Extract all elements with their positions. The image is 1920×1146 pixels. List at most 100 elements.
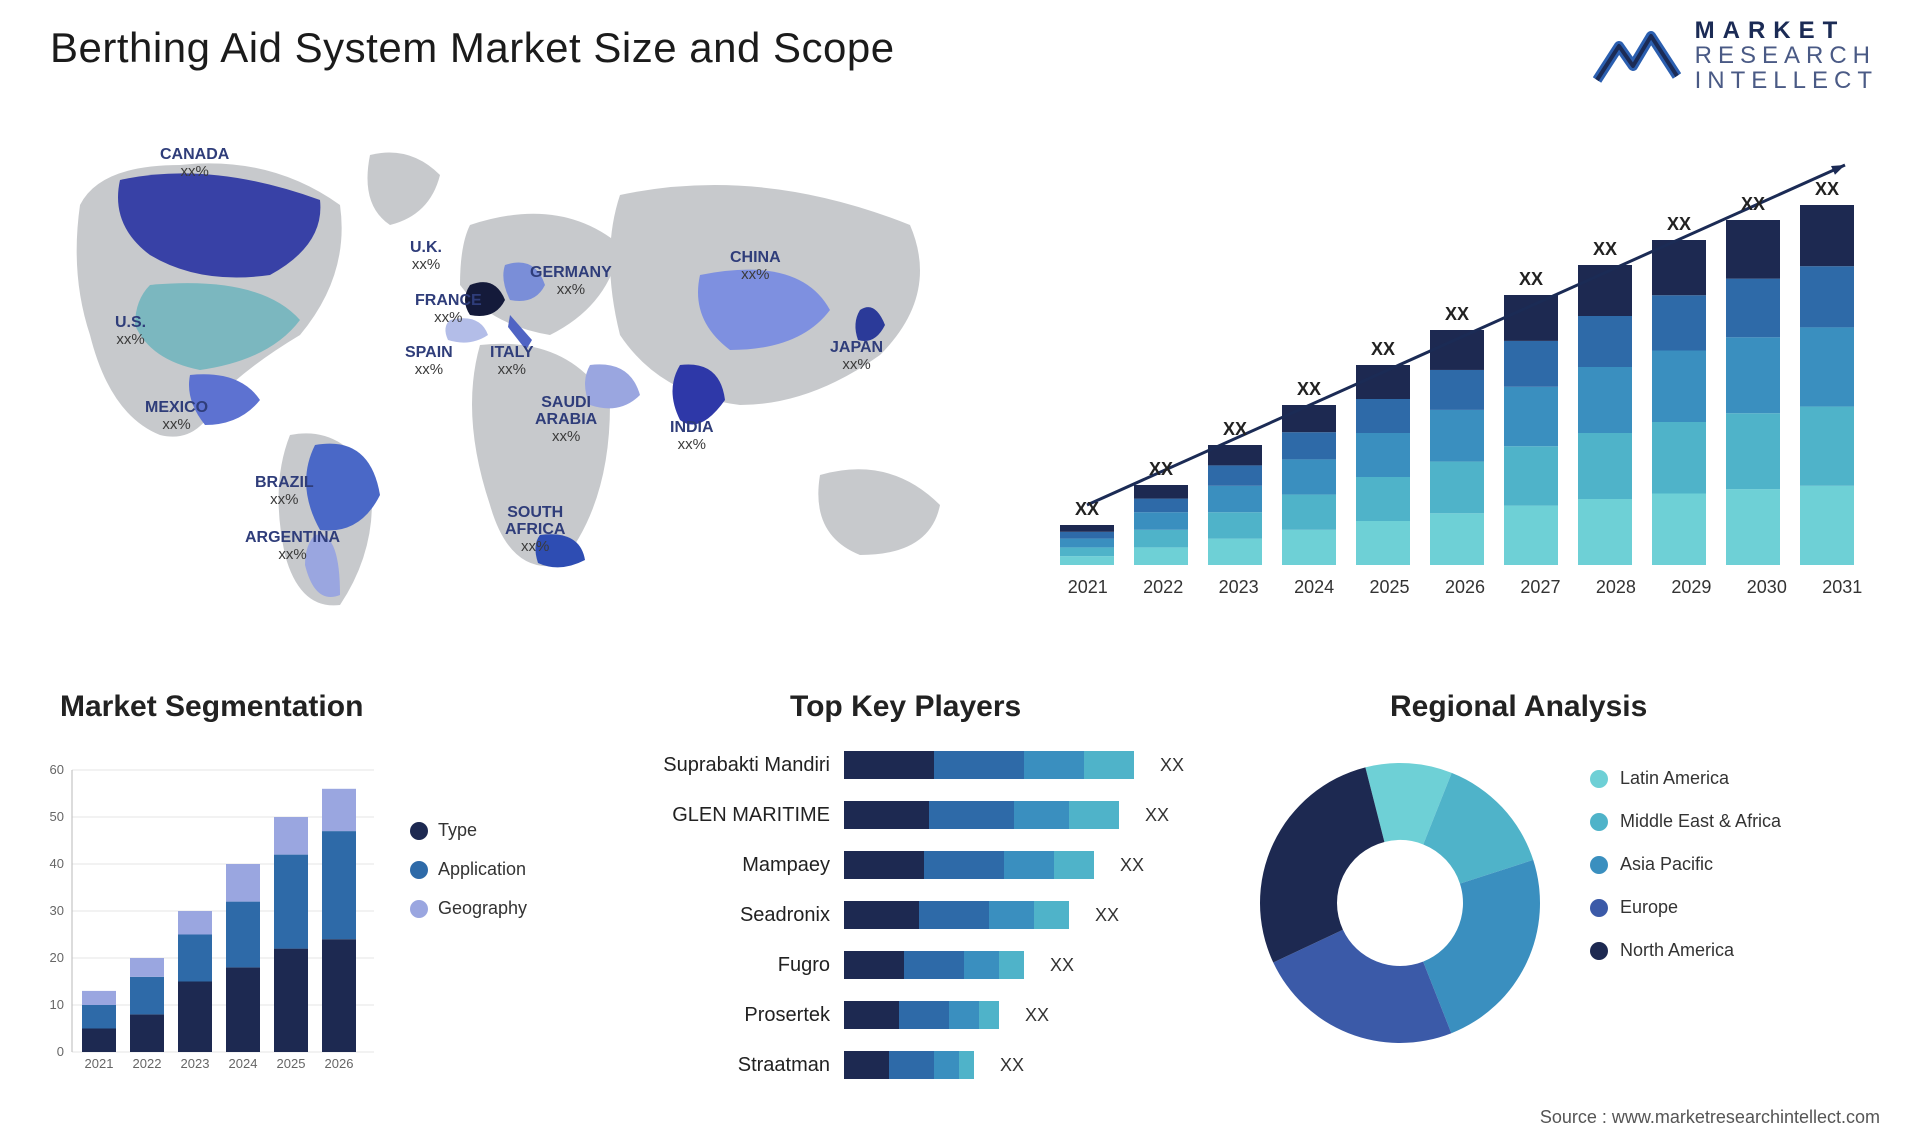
regional-legend-item: Asia Pacific [1590, 854, 1781, 875]
kp-bar-segment [844, 951, 904, 979]
kp-bar-segment [934, 751, 1024, 779]
growth-xaxis-labels: 2021202220232024202520262027202820292030… [1050, 577, 1880, 605]
svg-text:60: 60 [50, 762, 64, 777]
growth-year-label: 2027 [1503, 577, 1578, 605]
key-players-chart: Suprabakti MandiriXXGLEN MARITIMEXXMampa… [630, 693, 1190, 1093]
legend-label: Geography [438, 898, 527, 919]
segmentation-chart: 0102030405060202120222023202420252026 Ty… [40, 700, 560, 1080]
svg-text:10: 10 [50, 997, 64, 1012]
kp-value: XX [1000, 1055, 1024, 1076]
svg-text:20: 20 [50, 950, 64, 965]
regional-legend-item: Middle East & Africa [1590, 811, 1781, 832]
kp-value: XX [1120, 855, 1144, 876]
legend-label: Middle East & Africa [1620, 811, 1781, 832]
growth-chart: 2021202220232024202520262027202820292030… [1050, 135, 1880, 605]
svg-text:40: 40 [50, 856, 64, 871]
logo-text: MARKET RESEARCH INTELLECT [1695, 18, 1878, 94]
kp-bar [844, 901, 1069, 929]
map-label-uk: U.K.xx% [410, 240, 442, 273]
legend-swatch [1590, 856, 1608, 874]
kp-value: XX [1095, 905, 1119, 926]
kp-bar-segment [904, 951, 964, 979]
regional-legend-item: North America [1590, 940, 1781, 961]
world-map: CANADAxx%U.S.xx%MEXICOxx%BRAZILxx%ARGENT… [40, 135, 980, 615]
svg-text:30: 30 [50, 903, 64, 918]
kp-bar-segment [889, 1051, 934, 1079]
growth-year-label: 2031 [1805, 577, 1880, 605]
regional-donut-svg [1250, 753, 1550, 1053]
kp-bar-segment [1014, 801, 1069, 829]
kp-bar-segment [1069, 801, 1119, 829]
map-label-us: U.S.xx% [115, 315, 146, 348]
svg-text:50: 50 [50, 809, 64, 824]
kp-bar-segment [919, 901, 989, 929]
legend-label: Latin America [1620, 768, 1729, 789]
kp-bar-segment [959, 1051, 974, 1079]
kp-row: Suprabakti MandiriXX [630, 745, 1190, 785]
growth-year-label: 2023 [1201, 577, 1276, 605]
legend-label: Application [438, 859, 526, 880]
segmentation-svg: 0102030405060202120222023202420252026 [40, 760, 380, 1080]
kp-value: XX [1050, 955, 1074, 976]
growth-year-label: 2028 [1578, 577, 1653, 605]
kp-value: XX [1145, 805, 1169, 826]
kp-bar-segment [844, 1001, 899, 1029]
legend-swatch [1590, 770, 1608, 788]
page-title: Berthing Aid System Market Size and Scop… [50, 24, 895, 72]
svg-text:2026: 2026 [325, 1056, 354, 1071]
svg-text:2021: 2021 [85, 1056, 114, 1071]
svg-text:2024: 2024 [229, 1056, 258, 1071]
growth-chart-svg [1050, 135, 1880, 605]
segmentation-legend: TypeApplicationGeography [410, 820, 527, 937]
kp-bar-segment [924, 851, 1004, 879]
map-label-brazil: BRAZILxx% [255, 475, 314, 508]
regional-legend: Latin America Middle East & Africa Asia Pa… [1590, 768, 1781, 983]
growth-year-label: 2029 [1654, 577, 1729, 605]
kp-row: Straatman XX [630, 1045, 1190, 1085]
kp-bar-segment [949, 1001, 979, 1029]
kp-name: Prosertek [630, 1004, 830, 1027]
kp-name: Straatman [630, 1054, 830, 1077]
map-label-japan: JAPANxx% [830, 340, 883, 373]
growth-year-label: 2030 [1729, 577, 1804, 605]
kp-row: MampaeyXX [630, 845, 1190, 885]
kp-bar-segment [1004, 851, 1054, 879]
legend-swatch [410, 900, 428, 918]
kp-bar-segment [964, 951, 999, 979]
seg-legend-item: Geography [410, 898, 527, 919]
kp-bar-segment [979, 1001, 999, 1029]
kp-bar [844, 751, 1134, 779]
kp-name: Fugro [630, 954, 830, 977]
svg-text:2022: 2022 [133, 1056, 162, 1071]
kp-bar-segment [899, 1001, 949, 1029]
map-label-mexico: MEXICOxx% [145, 400, 208, 433]
kp-bar-segment [1054, 851, 1094, 879]
kp-bar [844, 801, 1119, 829]
kp-bar-segment [1024, 751, 1084, 779]
kp-bar-segment [934, 1051, 959, 1079]
growth-year-label: 2025 [1352, 577, 1427, 605]
map-label-argentina: ARGENTINAxx% [245, 530, 340, 563]
kp-bar-segment [1034, 901, 1069, 929]
kp-row: GLEN MARITIME XX [630, 795, 1190, 835]
legend-swatch [1590, 942, 1608, 960]
kp-bar-segment [999, 951, 1024, 979]
legend-label: Asia Pacific [1620, 854, 1713, 875]
kp-bar [844, 1001, 999, 1029]
map-label-southafrica: SOUTHAFRICAxx% [505, 505, 565, 554]
seg-legend-item: Application [410, 859, 527, 880]
kp-bar-segment [844, 1051, 889, 1079]
growth-year-label: 2022 [1125, 577, 1200, 605]
growth-year-label: 2026 [1427, 577, 1502, 605]
kp-value: XX [1160, 755, 1184, 776]
kp-bar-segment [929, 801, 1014, 829]
kp-value: XX [1025, 1005, 1049, 1026]
regional-chart: Latin America Middle East & Africa Asia Pa… [1250, 693, 1870, 1093]
map-label-saudi: SAUDIARABIAxx% [535, 395, 597, 444]
svg-text:2023: 2023 [181, 1056, 210, 1071]
regional-legend-item: Europe [1590, 897, 1781, 918]
kp-row: Fugro XX [630, 945, 1190, 985]
kp-row: SeadronixXX [630, 895, 1190, 935]
legend-swatch [410, 861, 428, 879]
kp-name: GLEN MARITIME [630, 804, 830, 827]
